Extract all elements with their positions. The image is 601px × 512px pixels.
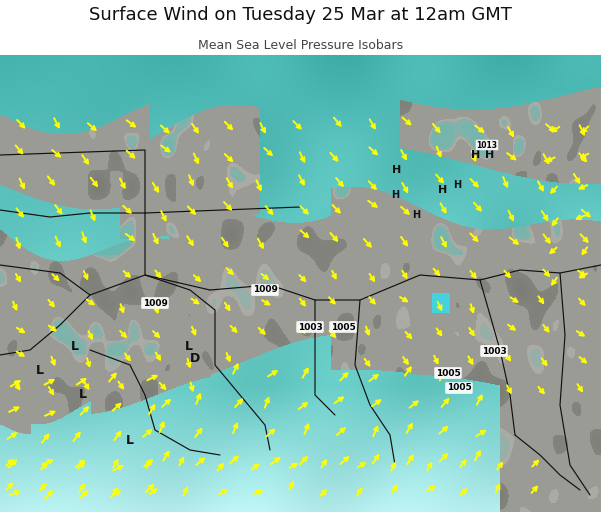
Text: 1003: 1003 — [297, 323, 322, 331]
Text: 1003: 1003 — [481, 347, 507, 355]
Text: L: L — [36, 365, 44, 377]
Text: L: L — [185, 339, 193, 352]
Text: H: H — [486, 150, 495, 160]
Text: 1005: 1005 — [331, 323, 355, 331]
Text: H: H — [391, 190, 399, 200]
Text: Mean Sea Level Pressure Isobars: Mean Sea Level Pressure Isobars — [198, 38, 403, 52]
Text: H: H — [438, 185, 448, 195]
Text: H: H — [471, 150, 481, 160]
Text: Surface Wind on Tuesday 25 Mar at 12am GMT: Surface Wind on Tuesday 25 Mar at 12am G… — [89, 6, 512, 25]
Text: D: D — [190, 352, 200, 365]
Text: H: H — [392, 165, 401, 175]
Text: 1009: 1009 — [252, 286, 278, 294]
Text: L: L — [126, 434, 134, 446]
Text: L: L — [79, 389, 87, 401]
Text: H: H — [453, 180, 461, 190]
Text: 1005: 1005 — [436, 369, 460, 377]
Text: H: H — [412, 210, 420, 220]
Text: 1009: 1009 — [142, 298, 168, 308]
Text: L: L — [71, 339, 79, 352]
Text: 1013: 1013 — [477, 140, 498, 150]
Text: 1005: 1005 — [447, 383, 471, 393]
